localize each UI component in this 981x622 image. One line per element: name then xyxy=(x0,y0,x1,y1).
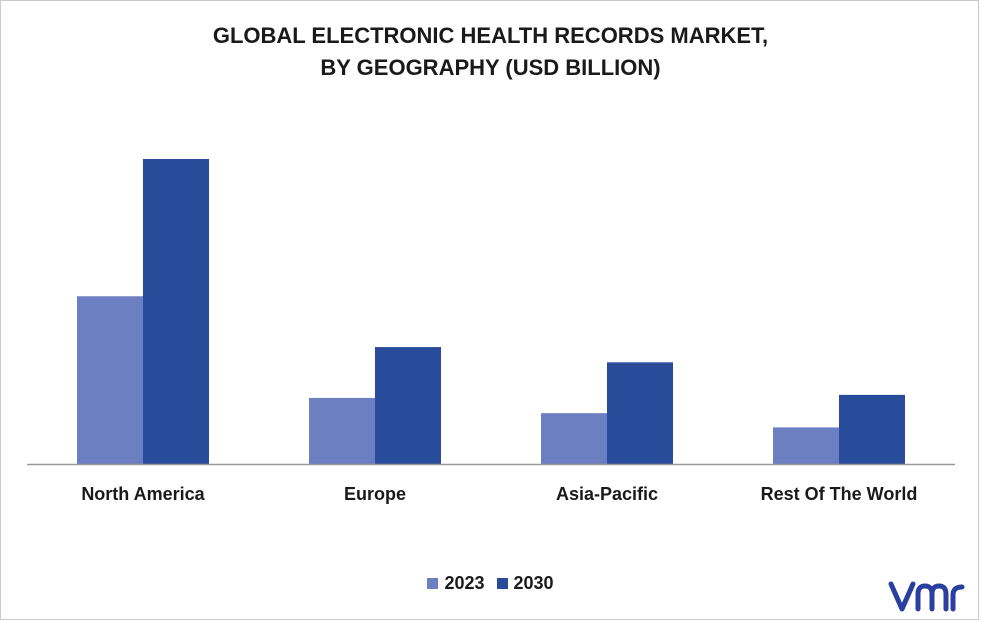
legend-label-2023: 2023 xyxy=(444,573,485,593)
chart-title-line-1: GLOBAL ELECTRONIC HEALTH RECORDS MARKET, xyxy=(212,23,769,48)
vmr-logo-icon xyxy=(888,581,965,612)
bar-2023-asia-pacific xyxy=(541,413,607,464)
bar-2030-rest-of-the-world xyxy=(839,394,905,464)
legend-item-2023: 2023 xyxy=(427,573,485,594)
legend-label-2030: 2030 xyxy=(513,573,554,593)
legend-item-2030: 2030 xyxy=(496,573,554,594)
bar-2030-asia-pacific xyxy=(607,362,673,464)
bar-2030-europe xyxy=(375,347,441,464)
legend-swatch-2030 xyxy=(496,578,508,589)
x-tick-label-rest-of-the-world: Rest Of The World xyxy=(761,484,918,504)
bar-2023-rest-of-the-world xyxy=(773,427,839,464)
legend: 2023 2030 xyxy=(0,573,981,594)
chart-title: GLOBAL ELECTRONIC HEALTH RECORDS MARKET,… xyxy=(0,20,981,84)
legend-swatch-2023 xyxy=(427,578,439,589)
bar-2030-north-america xyxy=(143,159,209,464)
bar-2023-north-america xyxy=(77,296,143,464)
x-tick-label-north-america: North America xyxy=(81,484,205,504)
x-tick-label-europe: Europe xyxy=(344,484,406,504)
chart-title-line-2: BY GEOGRAPHY (USD BILLION) xyxy=(320,55,661,80)
bar-2023-europe xyxy=(309,397,375,464)
x-tick-label-asia-pacific: Asia-Pacific xyxy=(556,484,658,504)
